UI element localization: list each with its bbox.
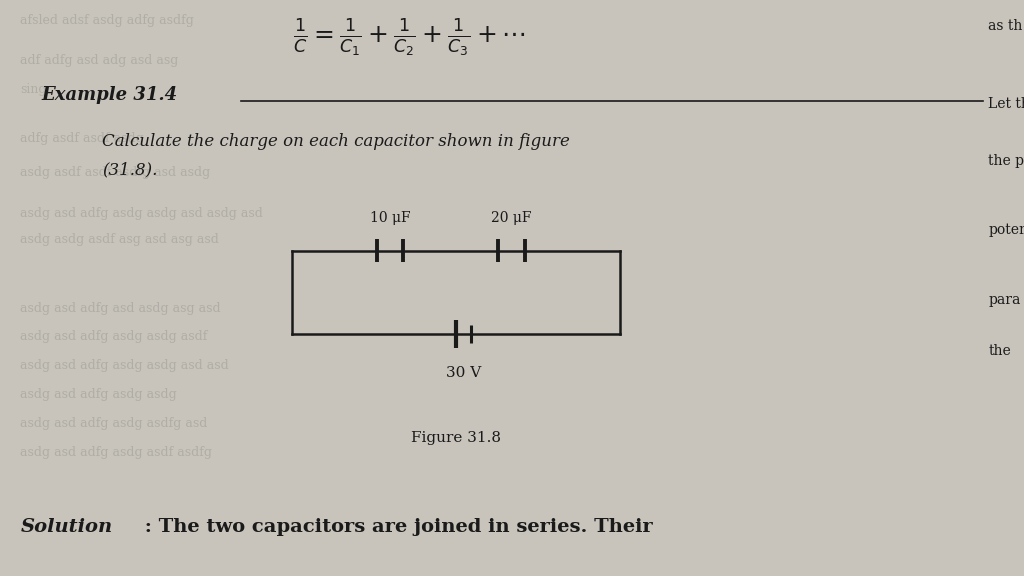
Text: adf adfg asd adg asd asg: adf adfg asd adg asd asg (20, 54, 179, 67)
Text: adfg asdf asdf asdg: adfg asdf asdf asdg (20, 132, 144, 145)
Text: asdg asd adfg asdg asdfg asd: asdg asd adfg asdg asdfg asd (20, 417, 208, 430)
Text: Let th: Let th (988, 97, 1024, 111)
Text: afsled adsf asdg adfg asdfg: afsled adsf asdg adfg asdfg (20, 14, 195, 26)
Text: asdg asd adfg asdg asdg asd asd: asdg asd adfg asdg asdg asd asd (20, 359, 229, 372)
Text: the: the (988, 344, 1011, 358)
Text: 10 μF: 10 μF (370, 211, 411, 225)
Text: asdg asd adfg asd asdg asg asd: asdg asd adfg asd asdg asg asd (20, 302, 221, 314)
Text: asdg asdg asdf asg asd asg asd: asdg asdg asdf asg asd asg asd (20, 233, 219, 245)
Text: as th: as th (988, 19, 1023, 33)
Text: para: para (988, 293, 1021, 306)
Text: Solution: Solution (20, 518, 113, 536)
Text: Figure 31.8: Figure 31.8 (411, 431, 501, 445)
Text: asdg asdf asdf asdfg asd asdg: asdg asdf asdf asdfg asd asdg (20, 166, 211, 179)
Text: poter: poter (988, 223, 1024, 237)
Text: : The two capacitors are joined in series. Their: : The two capacitors are joined in serie… (138, 518, 653, 536)
Text: $\frac{1}{C} = \frac{1}{C_1} + \frac{1}{C_2} + \frac{1}{C_3} + \cdots$: $\frac{1}{C} = \frac{1}{C_1} + \frac{1}{… (293, 17, 526, 58)
Text: Calculate the charge on each capacitor shown in figure: Calculate the charge on each capacitor s… (102, 132, 570, 150)
Text: Example 31.4: Example 31.4 (41, 86, 177, 104)
Text: asdg asd adfg asdg asdg asd asdg asd: asdg asd adfg asdg asdg asd asdg asd (20, 207, 263, 219)
Text: the p: the p (988, 154, 1024, 168)
Text: 20 μF: 20 μF (492, 211, 531, 225)
Text: (31.8).: (31.8). (102, 161, 158, 179)
Text: asdg asd adfg asdg asdg asdf: asdg asd adfg asdg asdg asdf (20, 331, 208, 343)
Text: sing: sing (20, 83, 47, 96)
Text: asdg asd adfg asdg asdf asdfg: asdg asd adfg asdg asdf asdfg (20, 446, 213, 458)
Text: 30 V: 30 V (445, 366, 481, 380)
Text: asdg asd adfg asdg asdg: asdg asd adfg asdg asdg (20, 388, 177, 401)
